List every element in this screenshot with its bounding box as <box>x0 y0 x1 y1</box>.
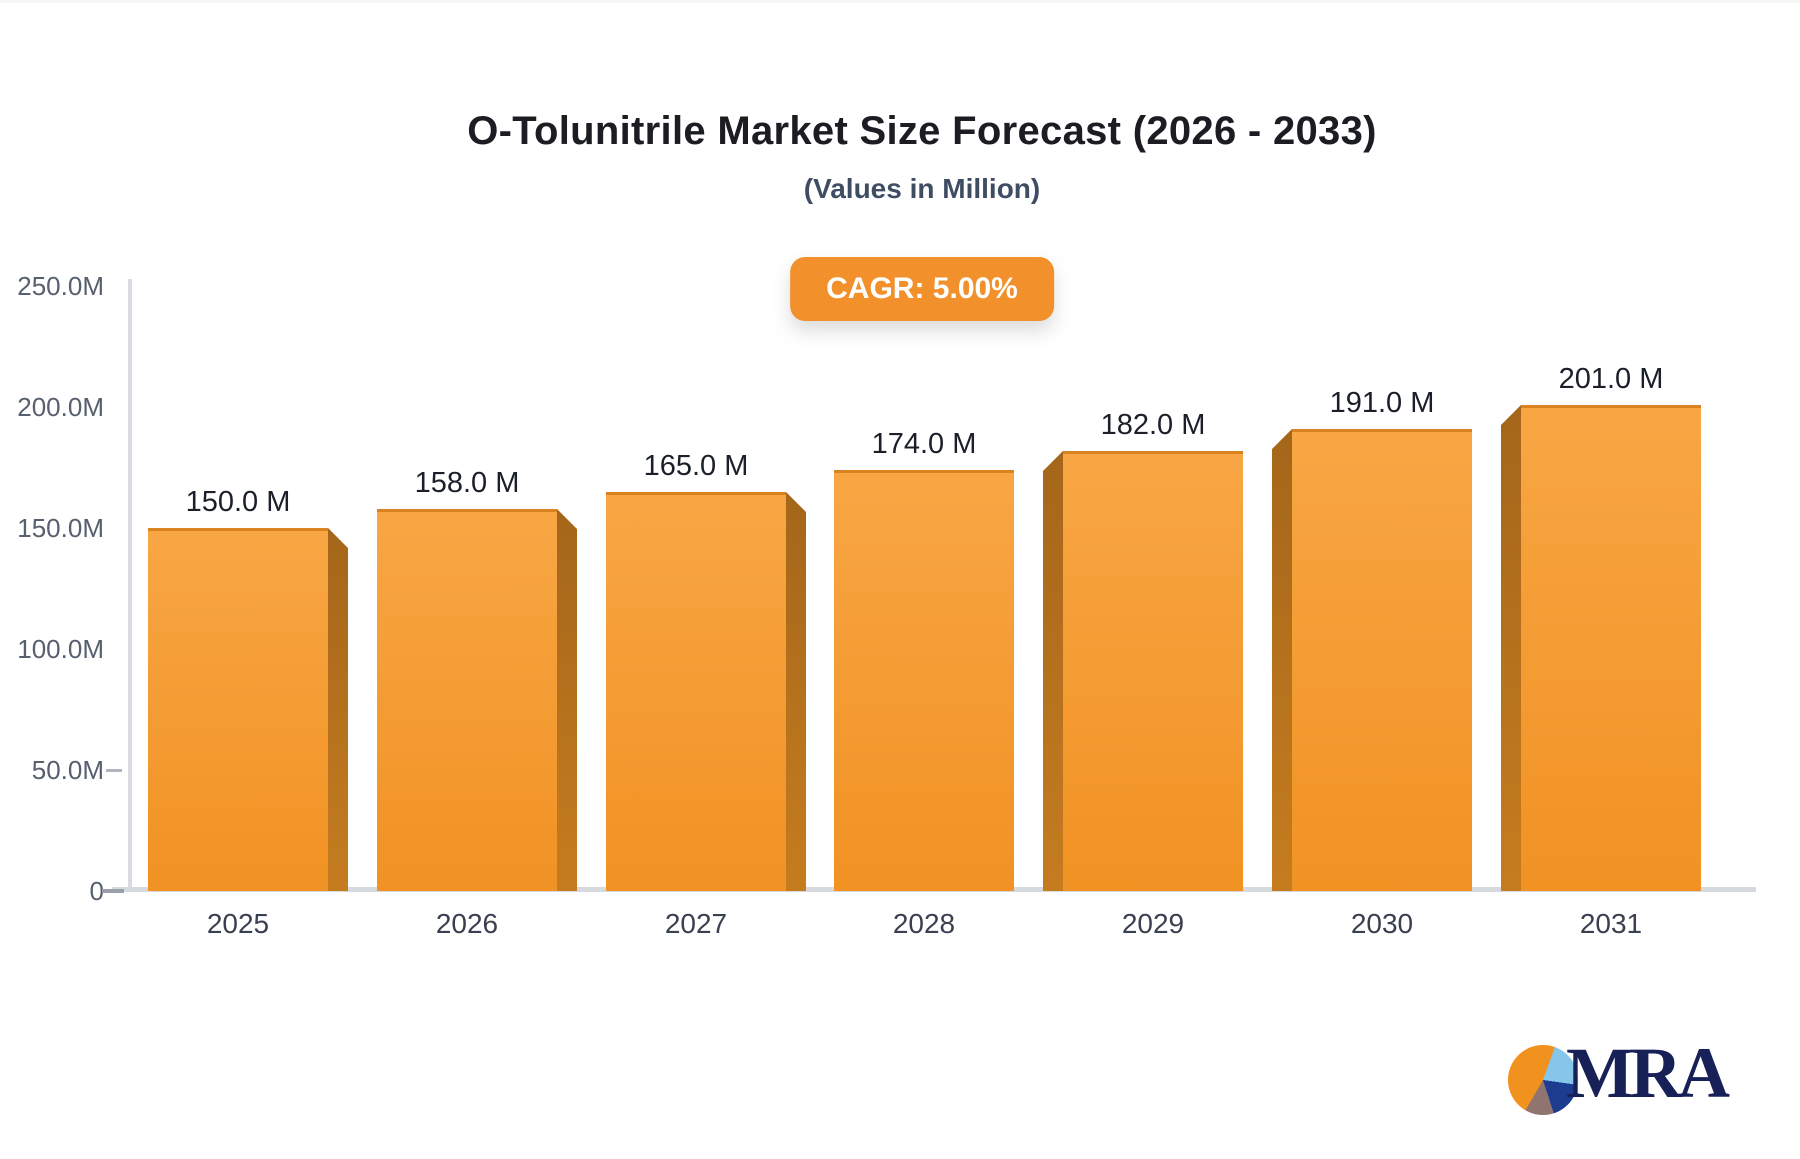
y-tick-label-150.0M: 150.0M <box>17 513 104 543</box>
bar-2028[interactable] <box>834 470 1014 891</box>
bar-value-label-2031: 201.0 M <box>1558 363 1664 395</box>
bar-side-2031 <box>1501 405 1521 891</box>
bar-2029[interactable] <box>1063 451 1243 891</box>
x-tick-label-2027: 2027 <box>664 908 728 939</box>
y-tick-mark-0 <box>102 889 124 893</box>
bar-value-label-2025: 150.0 M <box>185 486 291 518</box>
x-tick-label-2026: 2026 <box>435 908 499 939</box>
chart-title: O-Tolunitrile Market Size Forecast (2026… <box>467 109 1377 153</box>
bar-value-label-2030: 191.0 M <box>1329 387 1435 419</box>
bar-side-2029 <box>1043 451 1063 891</box>
bar-chart-plot: 250.0M 200.0M 150.0M 100.0M 50.0M 0 150.0 M 202… <box>0 3 1800 1159</box>
y-tick-mark-50 <box>106 769 122 772</box>
bar-value-label-2026: 158.0 M <box>414 467 520 499</box>
x-tick-label-2025: 2025 <box>206 908 270 939</box>
bar-side-2026 <box>557 509 577 891</box>
bar-value-label-2028: 174.0 M <box>871 428 977 460</box>
pie-chart-icon <box>1508 1045 1578 1115</box>
y-tick-label-250.0M: 250.0M <box>17 271 104 301</box>
y-tick-label-50.0M: 50.0M <box>31 755 104 785</box>
bar-value-label-2027: 165.0 M <box>643 450 749 482</box>
bar-side-2027 <box>786 492 806 891</box>
bar-value-label-2029: 182.0 M <box>1100 409 1206 441</box>
y-tick-label-0: 0 <box>89 876 104 906</box>
y-axis-line <box>128 279 132 887</box>
mra-logo-text: MRA <box>1566 1033 1730 1113</box>
bar-side-2025 <box>328 528 348 891</box>
mra-logo: MRA <box>1508 1031 1768 1131</box>
chart-subtitle: (Values in Million) <box>803 173 1041 204</box>
x-tick-label-2029: 2029 <box>1121 908 1185 939</box>
y-tick-label-200.0M: 200.0M <box>17 392 104 422</box>
bar-side-2030 <box>1272 429 1292 891</box>
x-tick-label-2031: 2031 <box>1579 908 1643 939</box>
cagr-badge: CAGR: 5.00% <box>790 257 1054 321</box>
bar-2025[interactable] <box>148 528 328 891</box>
bar-2027[interactable] <box>606 492 786 891</box>
bar-2026[interactable] <box>377 509 557 891</box>
x-tick-label-2028: 2028 <box>892 908 956 939</box>
y-tick-label-100.0M: 100.0M <box>17 634 104 664</box>
bar-2031[interactable] <box>1521 405 1701 891</box>
x-tick-label-2030: 2030 <box>1350 908 1414 939</box>
bar-2030[interactable] <box>1292 429 1472 891</box>
